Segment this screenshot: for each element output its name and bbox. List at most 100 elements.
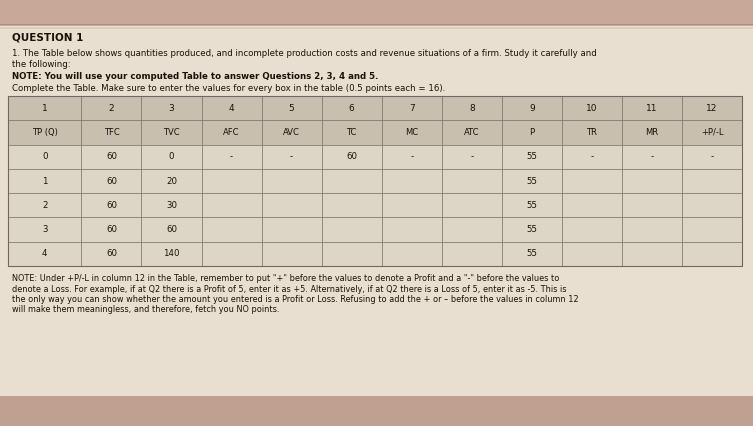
Bar <box>442 193 501 217</box>
Bar <box>202 96 261 120</box>
Bar <box>202 120 261 144</box>
Text: TC: TC <box>346 128 357 137</box>
Text: 10: 10 <box>586 104 598 112</box>
Bar <box>0 396 753 426</box>
Text: TP (Q): TP (Q) <box>32 128 58 137</box>
Bar <box>81 193 142 217</box>
Bar <box>261 169 322 193</box>
Bar <box>81 242 142 266</box>
Text: 0: 0 <box>42 152 47 161</box>
Text: NOTE: You will use your computed Table to answer Questions 2, 3, 4 and 5.: NOTE: You will use your computed Table t… <box>12 72 378 81</box>
Bar <box>142 193 202 217</box>
Bar <box>261 144 322 169</box>
Bar <box>261 193 322 217</box>
Bar <box>562 242 622 266</box>
Bar <box>682 217 742 242</box>
Bar <box>322 217 382 242</box>
Text: 3: 3 <box>42 225 47 234</box>
Bar <box>562 120 622 144</box>
Bar <box>0 0 753 26</box>
Bar <box>562 169 622 193</box>
Bar <box>562 193 622 217</box>
Text: 60: 60 <box>106 201 117 210</box>
Bar <box>142 96 202 120</box>
Text: 55: 55 <box>526 225 538 234</box>
Text: 9: 9 <box>529 104 535 112</box>
Text: -: - <box>590 152 593 161</box>
Bar <box>142 242 202 266</box>
Text: NOTE: Under +P/-L in column 12 in the Table, remember to put "+" before the valu: NOTE: Under +P/-L in column 12 in the Ta… <box>12 274 559 283</box>
Text: 30: 30 <box>166 201 177 210</box>
Text: +P/-L: +P/-L <box>701 128 723 137</box>
Bar <box>622 96 682 120</box>
Text: 2: 2 <box>42 201 47 210</box>
Bar <box>682 96 742 120</box>
Bar <box>562 217 622 242</box>
Bar <box>382 193 442 217</box>
Bar <box>202 193 261 217</box>
Bar <box>622 120 682 144</box>
Bar <box>622 169 682 193</box>
Text: TR: TR <box>587 128 597 137</box>
Text: -: - <box>230 152 233 161</box>
Bar <box>142 144 202 169</box>
Text: -: - <box>410 152 413 161</box>
Bar <box>442 96 501 120</box>
Bar <box>382 169 442 193</box>
Bar <box>8 193 81 217</box>
Bar <box>0 26 753 396</box>
Bar <box>382 144 442 169</box>
Text: 60: 60 <box>166 225 177 234</box>
Text: 2: 2 <box>108 104 114 112</box>
Bar <box>8 96 81 120</box>
Text: 55: 55 <box>526 152 538 161</box>
Text: 1: 1 <box>42 104 47 112</box>
Text: -: - <box>470 152 474 161</box>
Bar <box>622 242 682 266</box>
Bar <box>8 169 81 193</box>
Text: TFC: TFC <box>104 128 119 137</box>
Bar <box>682 193 742 217</box>
Text: 55: 55 <box>526 201 538 210</box>
Text: QUESTION 1: QUESTION 1 <box>12 33 84 43</box>
Bar <box>501 217 562 242</box>
Text: 4: 4 <box>229 104 234 112</box>
Text: denote a Loss. For example, if at Q2 there is a Profit of 5, enter it as +5. Alt: denote a Loss. For example, if at Q2 the… <box>12 285 566 294</box>
Bar <box>622 217 682 242</box>
Bar <box>382 242 442 266</box>
Text: 140: 140 <box>163 249 180 258</box>
Bar <box>501 242 562 266</box>
Text: 5: 5 <box>288 104 294 112</box>
Bar <box>81 217 142 242</box>
Bar <box>8 242 81 266</box>
Bar <box>261 242 322 266</box>
Text: 60: 60 <box>106 152 117 161</box>
Bar <box>501 96 562 120</box>
Text: 20: 20 <box>166 176 177 185</box>
Bar <box>142 217 202 242</box>
Bar <box>8 217 81 242</box>
Bar <box>501 144 562 169</box>
Text: will make them meaningless, and therefore, fetch you NO points.: will make them meaningless, and therefor… <box>12 305 279 314</box>
Bar <box>501 120 562 144</box>
Text: 1. The Table below shows quantities produced, and incomplete production costs an: 1. The Table below shows quantities prod… <box>12 49 596 58</box>
Bar <box>682 169 742 193</box>
Text: -: - <box>651 152 654 161</box>
Bar <box>81 96 142 120</box>
Text: 55: 55 <box>526 249 538 258</box>
Bar <box>142 169 202 193</box>
Text: AFC: AFC <box>224 128 239 137</box>
Bar <box>202 242 261 266</box>
Bar <box>261 96 322 120</box>
Bar <box>442 242 501 266</box>
Text: ATC: ATC <box>464 128 480 137</box>
Bar <box>81 144 142 169</box>
Bar <box>442 120 501 144</box>
Text: AVC: AVC <box>283 128 300 137</box>
Bar <box>682 144 742 169</box>
Bar <box>202 217 261 242</box>
Text: Complete the Table. Make sure to enter the values for every box in the table (0.: Complete the Table. Make sure to enter t… <box>12 84 445 93</box>
Text: 1: 1 <box>42 176 47 185</box>
Text: 60: 60 <box>346 152 357 161</box>
Bar <box>8 120 81 144</box>
